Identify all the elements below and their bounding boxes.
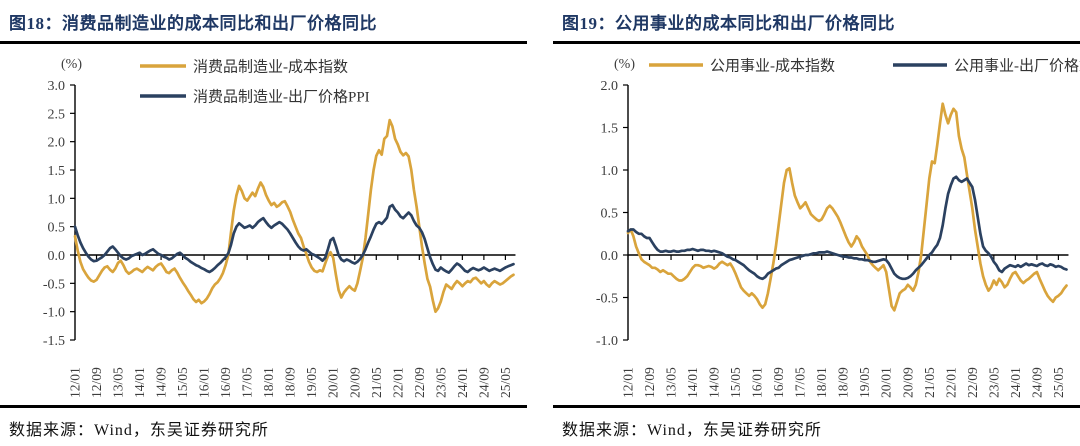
- y-tick-label: -1.0: [43, 306, 65, 321]
- x-tick-label: 22/01: [943, 367, 958, 398]
- x-tick-label: 13/05: [111, 367, 126, 398]
- y-tick-label: -0.5: [596, 292, 618, 307]
- y-tick-label: 2.0: [48, 136, 66, 151]
- legend-label-0: 公用事业-成本指数: [710, 58, 835, 75]
- x-tick-label: 18/09: [283, 367, 298, 398]
- y-tick-label: 1.5: [48, 164, 66, 179]
- x-tick-label: 16/01: [750, 367, 765, 398]
- panel-figure-19: 图19：公用事业的成本同比和出厂价格同比 2.0 1.5 1.0 0.5 0.0 -0.5…: [553, 0, 1080, 440]
- y-tick-label: 1.0: [48, 192, 66, 207]
- x-tick-label: 12/09: [89, 367, 104, 398]
- line-chart-utilities: 2.0 1.5 1.0 0.5 0.0 -0.5 -1.0 (%) 12/01 12/09 13/0…: [596, 57, 1080, 398]
- y-tick-label: 3.0: [48, 79, 66, 94]
- y-tick-label: 0.5: [48, 221, 66, 236]
- y-tick-label: 2.5: [48, 107, 66, 122]
- x-tick-label: 14/09: [154, 367, 169, 398]
- line-chart-consumer-goods: 3.0 2.5 2.0 1.5 1.0 0.5 0.0 -0.5 -1.0 -1.5 (%) 12/0…: [43, 57, 516, 398]
- y-tick-label: 1.0: [601, 164, 619, 179]
- series-line-0: [73, 118, 515, 314]
- y-tick-label: -0.5: [43, 277, 65, 292]
- x-tick-label: 14/01: [685, 367, 700, 398]
- x-tick-label: 21/05: [922, 367, 937, 398]
- x-tick-label: 17/05: [793, 367, 808, 398]
- x-tick-label: 22/09: [965, 367, 980, 398]
- x-tick-label: 24/01: [1008, 367, 1023, 398]
- x-tick-label: 22/09: [412, 367, 427, 398]
- x-tick-label: 18/01: [814, 367, 829, 398]
- x-tick-label: 13/05: [664, 367, 679, 398]
- x-tick-label: 24/09: [1029, 367, 1044, 398]
- x-tick-label: 24/01: [455, 367, 470, 398]
- x-tick-label: 18/01: [261, 367, 276, 398]
- legend-label-0: 消费品制造业-成本指数: [193, 59, 348, 76]
- x-tick-label: 16/01: [197, 367, 212, 398]
- y-tick-label: -1.0: [596, 334, 618, 349]
- x-tick-label: 22/01: [390, 367, 405, 398]
- x-tick-label: 20/09: [347, 367, 362, 398]
- x-tick-label: 14/09: [707, 367, 722, 398]
- y-tick-label: 0.5: [601, 207, 619, 222]
- x-tick-label: 25/05: [1051, 367, 1066, 398]
- x-tick-label: 25/05: [498, 367, 513, 398]
- y-tick-label: 0.0: [48, 249, 66, 264]
- x-tick-label: 23/05: [986, 367, 1001, 398]
- x-tick-label: 12/01: [621, 367, 636, 398]
- x-tick-label: 19/05: [304, 367, 319, 398]
- series-line-0: [626, 102, 1068, 312]
- x-tick-label: 20/01: [326, 367, 341, 398]
- legend-label-1: 消费品制造业-出厂价格PPI: [193, 89, 370, 106]
- y-tick-label: 2.0: [601, 79, 619, 94]
- x-tick-label: 17/05: [240, 367, 255, 398]
- x-tick-label: 16/09: [771, 367, 786, 398]
- x-tick-label: 14/01: [132, 367, 147, 398]
- axis-unit-label: (%): [61, 57, 82, 72]
- x-tick-label: 12/09: [642, 367, 657, 398]
- x-tick-label: 12/01: [68, 367, 83, 398]
- x-tick-label: 23/05: [433, 367, 448, 398]
- series-line-1: [626, 175, 1068, 281]
- source-note-left: 数据来源：Wind，东吴证券研究所: [0, 405, 527, 440]
- x-tick-label: 18/09: [836, 367, 851, 398]
- axis-unit-label: (%): [614, 57, 635, 72]
- source-note-right: 数据来源：Wind，东吴证券研究所: [553, 405, 1080, 440]
- x-tick-label: 15/05: [728, 367, 743, 398]
- x-tick-label: 21/05: [369, 367, 384, 398]
- x-tick-label: 16/09: [218, 367, 233, 398]
- chart-title-right: 图19：公用事业的成本同比和出厂价格同比: [553, 0, 1080, 44]
- chart-title-left: 图18：消费品制造业的成本同比和出厂价格同比: [0, 0, 527, 44]
- y-tick-label: 1.5: [601, 122, 619, 137]
- panel-figure-18: 图18：消费品制造业的成本同比和出厂价格同比 3.0 2.5 2.0 1.5 1.0 0.…: [0, 0, 527, 440]
- series-line-1: [73, 203, 515, 274]
- x-tick-label: 20/09: [900, 367, 915, 398]
- legend-label-1: 公用事业-出厂价格PPI: [954, 58, 1080, 75]
- x-tick-label: 24/09: [476, 367, 491, 398]
- y-tick-label: -1.5: [43, 334, 65, 349]
- x-tick-label: 19/05: [857, 367, 872, 398]
- y-tick-label: 0.0: [601, 249, 619, 264]
- x-tick-label: 20/01: [879, 367, 894, 398]
- x-tick-label: 15/05: [175, 367, 190, 398]
